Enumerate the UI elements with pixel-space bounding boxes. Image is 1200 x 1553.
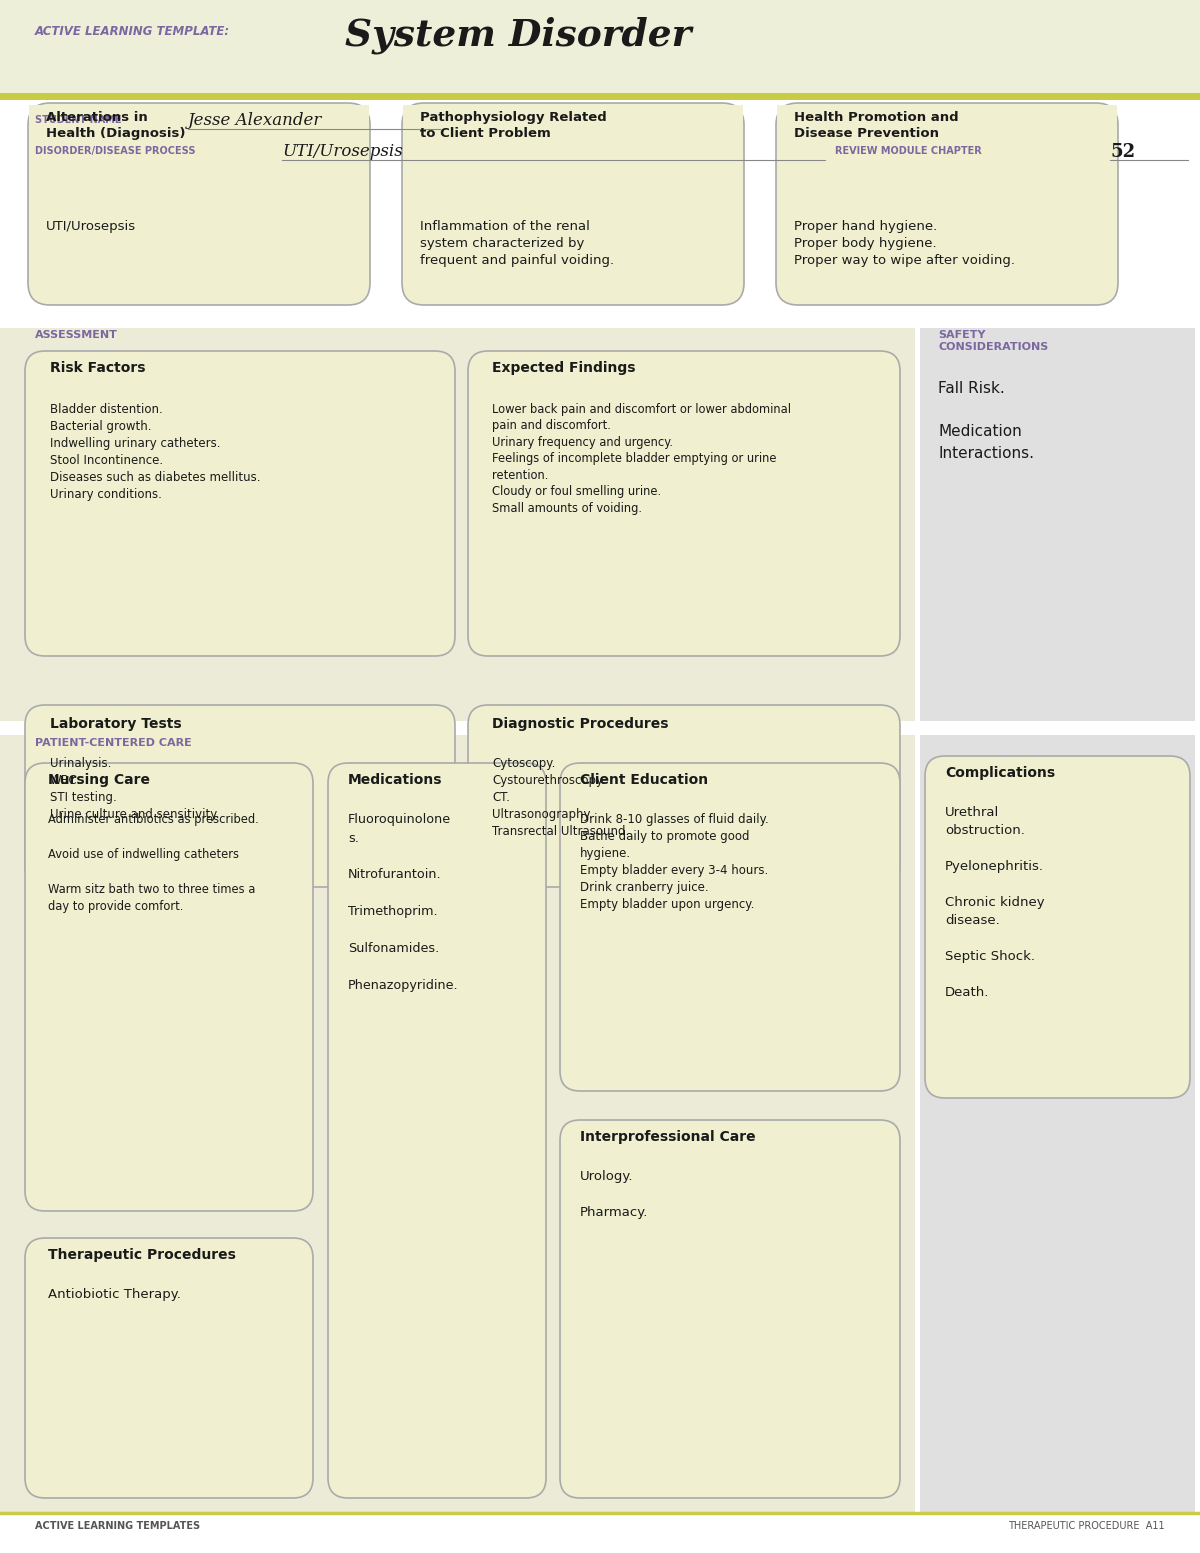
Text: Medications: Medications [348, 773, 443, 787]
Text: Administer antibiotics as prescribed.

Avoid use of indwelling catheters

Warm s: Administer antibiotics as prescribed. Av… [48, 814, 259, 913]
FancyBboxPatch shape [25, 763, 313, 1211]
Text: Cytoscopy.
Cystourethroscopy.
CT.
Ultrasonography.
Transrectal Ultrasound.: Cytoscopy. Cystourethroscopy. CT. Ultras… [492, 756, 629, 839]
Text: PATIENT-CENTERED CARE: PATIENT-CENTERED CARE [35, 738, 192, 749]
FancyBboxPatch shape [25, 1238, 313, 1499]
Text: Interprofessional Care: Interprofessional Care [580, 1131, 756, 1145]
Text: System Disorder: System Disorder [346, 17, 691, 54]
Text: Urinalysis.
WBC.
STI testing.
Urine culture and sensitivity.: Urinalysis. WBC. STI testing. Urine cult… [50, 756, 220, 822]
Text: Alterations in
Health (Diagnosis): Alterations in Health (Diagnosis) [46, 110, 186, 140]
Bar [0, 328, 916, 721]
FancyBboxPatch shape [776, 102, 1118, 304]
Text: Bladder distention.
Bacterial growth.
Indwelling urinary catheters.
Stool Incont: Bladder distention. Bacterial growth. In… [50, 402, 260, 502]
Text: UTI/Urosepsis: UTI/Urosepsis [282, 143, 403, 160]
Text: REVIEW MODULE CHAPTER: REVIEW MODULE CHAPTER [835, 146, 982, 155]
Bar [0, 735, 916, 1516]
Text: Complications: Complications [946, 766, 1055, 780]
Text: Fluoroquinolone
s.

Nitrofurantoin.

Trimethoprim.

Sulfonamides.

Phenazopyridi: Fluoroquinolone s. Nitrofurantoin. Trime… [348, 814, 458, 992]
Text: Risk Factors: Risk Factors [50, 360, 145, 374]
Text: ACTIVE LEARNING TEMPLATES: ACTIVE LEARNING TEMPLATES [35, 1520, 200, 1531]
Text: ASSESSMENT: ASSESSMENT [35, 329, 118, 340]
Text: Urology.

Pharmacy.: Urology. Pharmacy. [580, 1169, 648, 1219]
FancyBboxPatch shape [25, 351, 455, 655]
FancyBboxPatch shape [28, 102, 370, 304]
Text: Diagnostic Procedures: Diagnostic Procedures [492, 717, 668, 731]
FancyBboxPatch shape [468, 351, 900, 655]
Text: Lower back pain and discomfort or lower abdominal
pain and discomfort.
Urinary f: Lower back pain and discomfort or lower … [492, 402, 791, 516]
FancyBboxPatch shape [25, 705, 455, 887]
Text: Fall Risk.

Medication
Interactions.: Fall Risk. Medication Interactions. [938, 380, 1034, 461]
FancyBboxPatch shape [328, 763, 546, 1499]
Bar [920, 735, 1195, 1516]
Text: Expected Findings: Expected Findings [492, 360, 636, 374]
Text: SAFETY
CONSIDERATIONS: SAFETY CONSIDERATIONS [938, 329, 1049, 353]
FancyBboxPatch shape [402, 102, 744, 304]
Text: Urethral
obstruction.

Pyelonephritis.

Chronic kidney
disease.

Septic Shock.

: Urethral obstruction. Pyelonephritis. Ch… [946, 806, 1045, 999]
Text: Antiobiotic Therapy.: Antiobiotic Therapy. [48, 1287, 181, 1301]
Text: DISORDER/DISEASE PROCESS: DISORDER/DISEASE PROCESS [35, 146, 196, 155]
Text: STUDENT NAME: STUDENT NAME [35, 115, 121, 124]
Text: Nursing Care: Nursing Care [48, 773, 150, 787]
Bar [403, 106, 743, 175]
Text: THERAPEUTIC PROCEDURE  A11: THERAPEUTIC PROCEDURE A11 [1008, 1520, 1165, 1531]
Text: Drink 8-10 glasses of fluid daily.
Bathe daily to promote good
hygiene.
Empty bl: Drink 8-10 glasses of fluid daily. Bathe… [580, 814, 769, 912]
FancyBboxPatch shape [560, 1120, 900, 1499]
Bar [0, 93, 1200, 99]
Text: 52: 52 [1110, 143, 1135, 162]
Text: Health Promotion and
Disease Prevention: Health Promotion and Disease Prevention [794, 110, 959, 140]
Text: UTI/Urosepsis: UTI/Urosepsis [46, 221, 136, 233]
Bar [778, 106, 1117, 175]
Bar [920, 328, 1195, 721]
Text: Client Education: Client Education [580, 773, 708, 787]
Text: Pathophysiology Related
to Client Problem: Pathophysiology Related to Client Proble… [420, 110, 607, 140]
FancyBboxPatch shape [468, 705, 900, 887]
FancyBboxPatch shape [925, 756, 1190, 1098]
Text: Proper hand hygiene.
Proper body hygiene.
Proper way to wipe after voiding.: Proper hand hygiene. Proper body hygiene… [794, 221, 1015, 267]
Bar [29, 106, 370, 175]
Text: Inflammation of the renal
system characterized by
frequent and painful voiding.: Inflammation of the renal system charact… [420, 221, 614, 267]
Text: Therapeutic Procedures: Therapeutic Procedures [48, 1249, 236, 1263]
Bar [0, 1513, 1200, 1553]
Text: ACTIVE LEARNING TEMPLATE:: ACTIVE LEARNING TEMPLATE: [35, 25, 230, 37]
Bar [0, 0, 1200, 95]
FancyBboxPatch shape [560, 763, 900, 1092]
Text: Laboratory Tests: Laboratory Tests [50, 717, 181, 731]
Text: Jesse Alexander: Jesse Alexander [188, 112, 323, 129]
